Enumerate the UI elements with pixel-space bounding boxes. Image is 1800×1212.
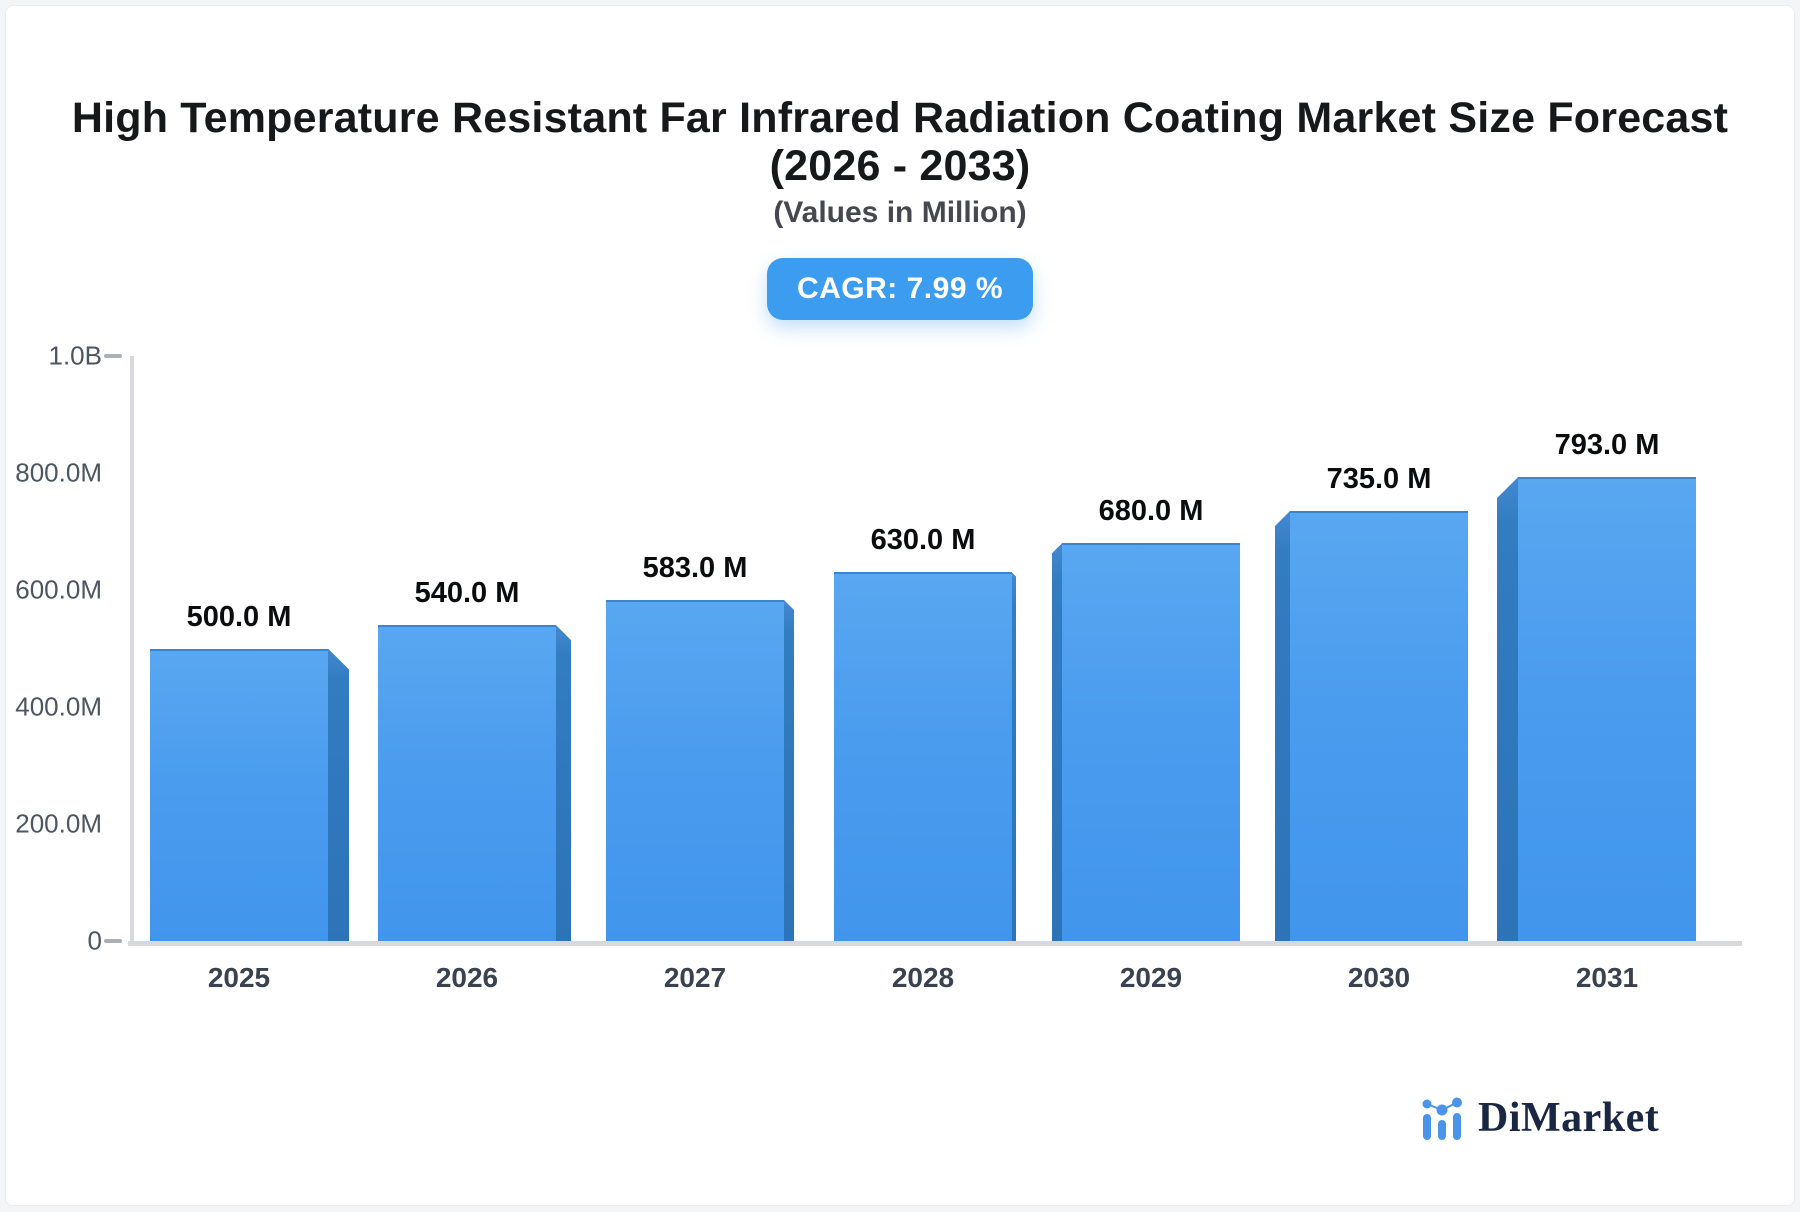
bar-side-2026 [556, 625, 571, 941]
x-axis-baseline [128, 941, 1742, 946]
dimarket-logo[interactable]: DiMarket [1420, 1094, 1659, 1142]
bar-side-2029 [1052, 543, 1062, 941]
y-axis-tick [104, 354, 122, 358]
x-axis-label: 2031 [1575, 962, 1639, 993]
cagr-badge: CAGR: 7.99 % [766, 258, 1034, 320]
y-axis-label: 1.0B [48, 340, 103, 371]
bar-side-2030 [1275, 511, 1290, 941]
y-axis-label: 200.0M [15, 808, 102, 839]
bar-2029[interactable] [1062, 543, 1240, 941]
dimarket-logo-text: DiMarket [1478, 1095, 1660, 1141]
bar-value-label: 735.0 M [1326, 463, 1432, 496]
y-axis-label: 800.0M [15, 457, 102, 488]
bar-side-2025 [328, 648, 349, 941]
bar-side-2027 [784, 599, 794, 941]
y-axis-label: 0 [87, 925, 102, 956]
bar-side-2031 [1497, 477, 1518, 941]
x-axis-label: 2027 [663, 962, 727, 993]
bar-value-label: 540.0 M [414, 577, 520, 610]
bar-2031[interactable] [1518, 477, 1696, 941]
bar-2025[interactable] [150, 648, 328, 941]
chart-title-line1: High Temperature Resistant Far Infrared … [71, 94, 1729, 142]
bar-side-2028 [1012, 572, 1016, 941]
x-axis-label: 2026 [435, 962, 499, 993]
bar-value-label: 680.0 M [1098, 495, 1204, 528]
x-axis-label: 2029 [1119, 962, 1183, 993]
chart-subtitle: (Values in Million) [773, 196, 1027, 229]
x-axis-label: 2030 [1347, 962, 1411, 993]
bar-2030[interactable] [1290, 511, 1468, 941]
bar-2028[interactable] [834, 572, 1012, 941]
bar-2027[interactable] [606, 599, 784, 941]
bar-value-label: 630.0 M [870, 524, 976, 557]
y-axis-tick [104, 939, 122, 943]
x-axis-label: 2028 [891, 962, 955, 993]
y-axis-line [130, 356, 134, 946]
cagr-badge-row: CAGR: 7.99 % [0, 258, 1800, 320]
y-axis-label: 600.0M [15, 574, 102, 605]
dimarket-logo-icon [1422, 1097, 1462, 1140]
chart-title-line2: (2026 - 2033) [769, 142, 1031, 190]
x-axis-label: 2025 [207, 962, 271, 993]
bar-value-label: 583.0 M [642, 551, 748, 584]
bar-value-label: 500.0 M [186, 600, 292, 633]
bar-2026[interactable] [378, 625, 556, 941]
bar-value-label: 793.0 M [1554, 429, 1660, 462]
y-axis-label: 400.0M [15, 691, 102, 722]
